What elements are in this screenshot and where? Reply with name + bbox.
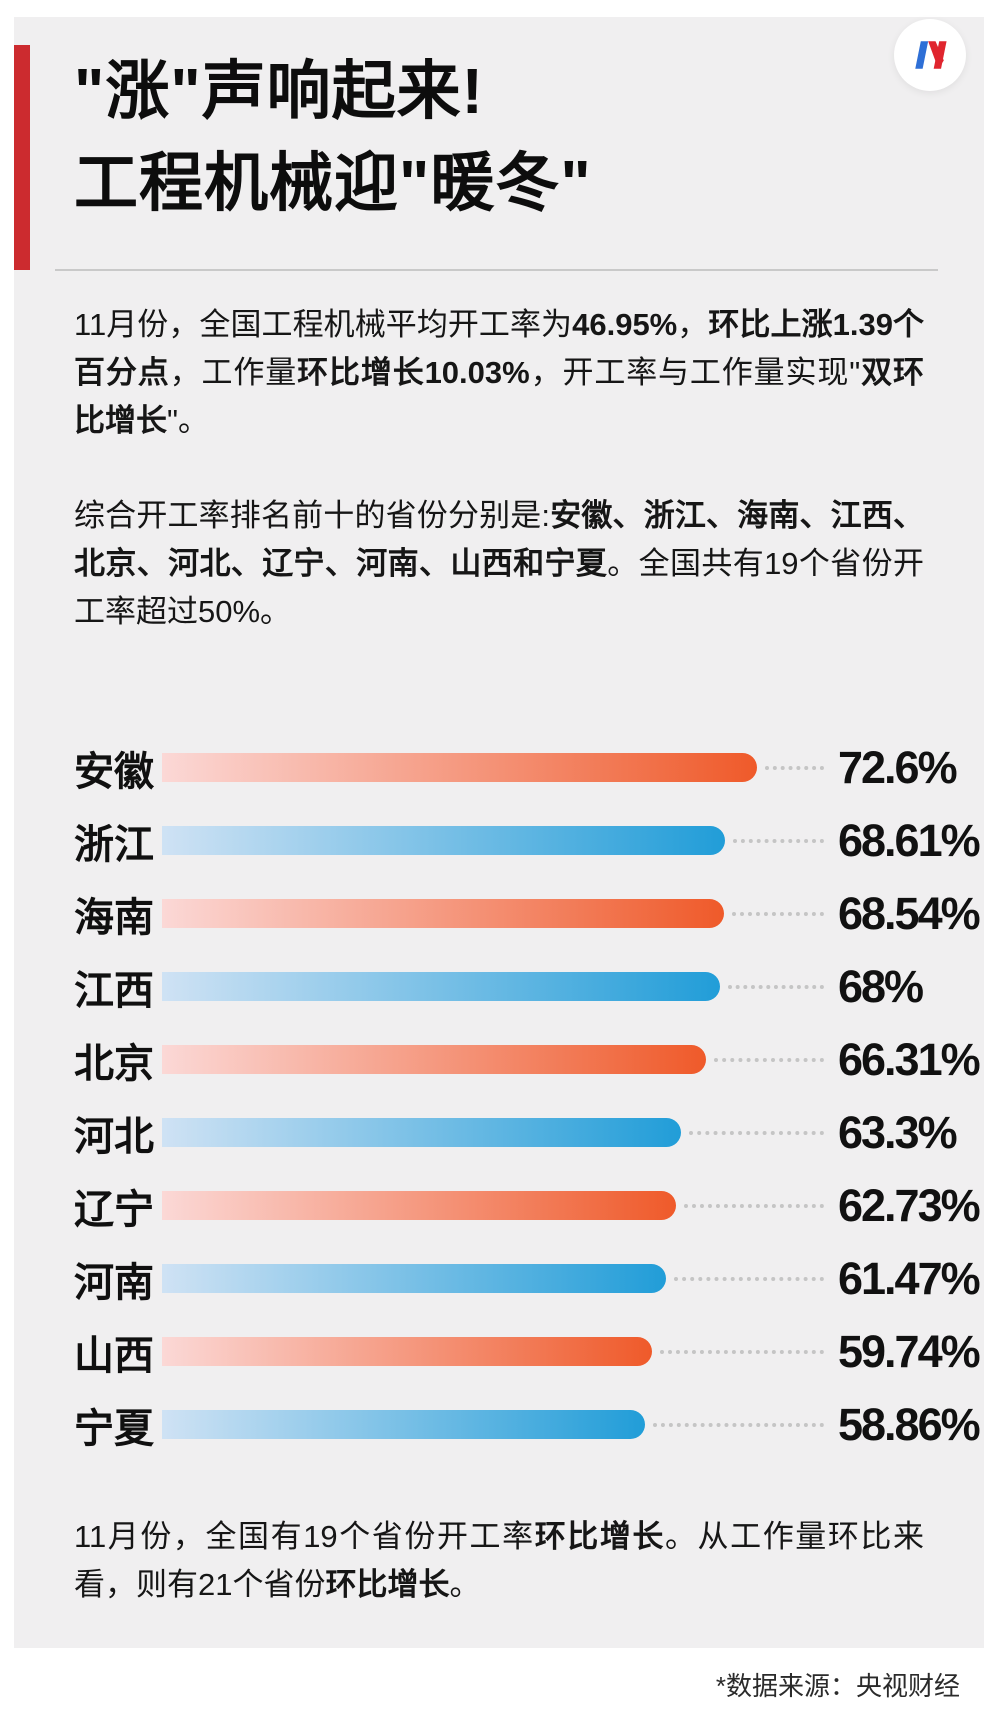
bar [162,1410,645,1439]
bar [162,753,758,782]
bar [162,972,720,1001]
bar-track [162,753,838,782]
leader-dots [732,911,824,916]
province-label: 海南 [74,895,154,940]
text: 。全国共有19个省份开工率超过50%。 [74,546,925,629]
leader-dots [659,1349,824,1354]
province-value: 68% [838,960,924,1012]
province-label: 山西 [74,1333,154,1378]
bar [162,1118,682,1147]
province-label: 河南 [74,1260,154,1305]
chart-row: 浙江 68.61% [74,804,981,877]
bar [162,1264,667,1293]
province-label: 河北 [74,1114,154,1159]
leader-dots [732,838,824,843]
paragraph-top10-provinces: 综合开工率排名前十的省份分别是:安徽、浙江、海南、江西、北京、河北、辽宁、河南、… [74,492,924,636]
leader-dots [684,1203,824,1208]
leader-dots [689,1130,824,1135]
title-line-2: 工程机械迎"暖冬" [74,147,592,219]
chart-row: 辽宁 62.73% [74,1169,981,1242]
text: ，开工率与工作量实现" [529,355,861,390]
bold-text: 环比增长 [534,1519,665,1554]
chart-row: 山西 59.74% [74,1315,981,1388]
chart-row: 河南 61.47% [74,1242,981,1315]
bar [162,826,725,855]
text: ，工作量 [169,355,298,390]
chart-row: 宁夏 58.86% [74,1388,981,1461]
bar-track [162,1264,838,1293]
text: 。从工作量环比来看，则有21个省份 [74,1519,924,1602]
province-value: 68.54% [838,887,981,939]
leader-dots [674,1276,824,1281]
province-value: 63.3% [838,1106,958,1158]
title-divider [55,269,938,271]
province-label: 宁夏 [74,1406,154,1451]
province-value: 68.61% [838,814,981,866]
bar-track [162,1191,838,1220]
bar [162,1337,652,1366]
bar-track [162,1045,838,1074]
data-source-note: *数据来源：央视财经 [715,1671,960,1701]
bar-track [162,1337,838,1366]
leader-dots [765,765,824,770]
chart-row: 海南 68.54% [74,877,981,950]
province-value: 61.47% [838,1252,981,1304]
province-value: 62.73% [838,1179,981,1231]
chart-row: 江西 68% [74,950,924,1023]
bold-text: 双环比增长 [74,355,925,438]
content-card: "涨"声响起来! 工程机械迎"暖冬" 11月份，全国工程机械平均开工率为46.9… [14,17,984,1648]
text: "。 [167,403,210,438]
chart-row: 河北 63.3% [74,1096,958,1169]
chart-row: 北京 66.31% [74,1023,981,1096]
bold-text: 环比上涨1.39个百分点 [74,307,924,390]
text: 11月份，全国工程机械平均开工率为 [74,307,573,342]
bar [162,1045,706,1074]
nbd-logo [894,19,966,91]
bold-text: 环比增长 [325,1567,450,1602]
text: 11月份，全国有19个省份开工率 [74,1519,535,1554]
province-label: 浙江 [74,822,154,867]
leader-dots [713,1057,824,1062]
leader-dots [652,1422,824,1427]
province-value: 66.31% [838,1033,981,1085]
text: 综合开工率排名前十的省份分别是: [74,498,551,533]
chart-row: 安徽 72.6% [74,731,958,804]
province-value: 59.74% [838,1325,981,1377]
paragraph-overview: 11月份，全国工程机械平均开工率为46.95%，环比上涨1.39个百分点，工作量… [74,301,924,445]
province-label: 安徽 [74,749,154,794]
province-value: 72.6% [838,741,958,793]
red-accent-bar [14,45,30,270]
province-label: 北京 [74,1041,154,1086]
bold-text: 46.95% [572,307,678,342]
bar-track [162,826,838,855]
bold-text: 安徽、浙江、海南、江西、北京、河北、辽宁、河南、山西和宁夏 [74,498,924,581]
page-title: "涨"声响起来! 工程机械迎"暖冬" [74,45,924,229]
text: 。 [449,1567,481,1602]
province-label: 江西 [74,968,154,1013]
bold-text: 环比增长10.03% [297,355,530,390]
nbd-logo-n-icon [915,41,947,69]
title-line-1: "涨"声响起来! [74,55,484,127]
text: ， [677,307,709,342]
province-bar-chart: 安徽 72.6% 浙江 68.61% 海南 68.54% 江西 68% 北京 [74,731,981,1461]
bar [162,1191,677,1220]
province-value: 58.86% [838,1398,981,1450]
bar-track [162,899,838,928]
bar-track [162,1118,838,1147]
paragraph-mom-growth: 11月份，全国有19个省份开工率环比增长。从工作量环比来看，则有21个省份环比增… [74,1513,924,1609]
bar [162,899,725,928]
bar-track [162,1410,838,1439]
bar-track [162,972,838,1001]
province-label: 辽宁 [74,1187,154,1232]
leader-dots [727,984,824,989]
